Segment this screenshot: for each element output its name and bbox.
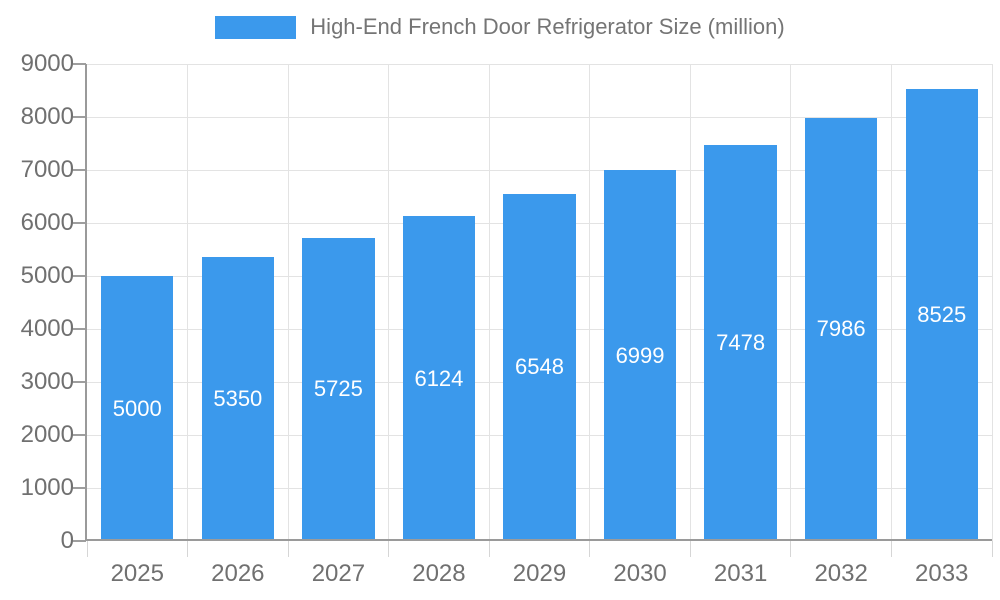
v-gridline: [790, 64, 792, 541]
v-gridline: [991, 64, 993, 541]
x-tick-mark: [790, 541, 792, 557]
plot-area: 5000 5350 5725 6124 6548 6999 7478 7986 8525: [87, 63, 993, 541]
x-tick-mark: [187, 541, 189, 557]
y-tick-label: 9000: [20, 50, 74, 77]
x-tick-mark: [287, 541, 289, 557]
bar[interactable]: 5725: [302, 237, 375, 541]
y-tick-label: 5000: [20, 262, 74, 289]
y-tick-label: 2000: [20, 421, 74, 448]
y-tick-mark: [73, 381, 86, 383]
x-tick-label: 2027: [311, 560, 366, 587]
y-axis-line: [85, 64, 87, 541]
bar[interactable]: 7986: [804, 117, 878, 541]
v-gridline: [488, 64, 490, 541]
x-axis-line: [85, 539, 992, 541]
bar-value-label: 6999: [615, 342, 665, 368]
x-tick-mark: [589, 541, 591, 557]
y-tick-mark: [73, 116, 86, 118]
bar-value-label: 5000: [112, 395, 162, 421]
h-gridline: [87, 116, 992, 118]
bar-value-label: 7986: [816, 316, 866, 342]
y-tick-mark: [73, 222, 86, 224]
v-gridline: [187, 64, 189, 541]
y-tick-label: 6000: [20, 209, 74, 236]
x-tick-label: 2028: [412, 560, 466, 587]
v-gridline: [689, 64, 691, 541]
h-gridline: [87, 63, 992, 65]
bar-value-label: 8525: [917, 302, 967, 328]
x-tick-mark: [991, 541, 993, 557]
bar-value-label: 6548: [515, 354, 564, 380]
x-tick-label: 2030: [613, 560, 667, 587]
y-tick-mark: [73, 434, 86, 436]
x-tick-label: 2033: [915, 560, 969, 587]
x-tick-label: 2025: [110, 560, 164, 587]
y-tick-label: 8000: [20, 103, 74, 130]
y-tick-mark: [73, 169, 86, 171]
y-tick-mark: [73, 275, 86, 277]
y-tick-mark: [73, 487, 86, 489]
y-tick-label: 1000: [20, 474, 74, 501]
bar-value-label: 7478: [716, 329, 766, 355]
bar-value-label: 6124: [414, 365, 464, 391]
bar[interactable]: 6124: [402, 216, 476, 541]
bar[interactable]: 6548: [503, 193, 576, 541]
y-tick-label: 7000: [20, 156, 74, 183]
v-gridline: [890, 64, 892, 541]
x-tick-mark: [890, 541, 892, 557]
bar-value-label: 5725: [313, 376, 363, 402]
x-tick-mark: [689, 541, 691, 557]
legend-swatch[interactable]: [215, 15, 297, 39]
h-gridline: [87, 169, 992, 171]
x-tick-mark: [86, 541, 88, 557]
y-tick-mark: [73, 540, 86, 542]
x-tick-label: 2026: [211, 560, 265, 587]
bar[interactable]: 6999: [603, 170, 677, 541]
bar[interactable]: 5350: [201, 257, 275, 541]
y-tick-label: 0: [60, 527, 74, 554]
legend-label: High-End French Door Refrigerator Size (…: [310, 14, 785, 39]
x-tick-mark: [488, 541, 490, 557]
v-gridline: [388, 64, 390, 541]
v-gridline: [287, 64, 289, 541]
x-tick-label: 2032: [814, 560, 868, 587]
x-tick-mark: [388, 541, 390, 557]
bar[interactable]: 7478: [704, 144, 777, 541]
bar[interactable]: 5000: [101, 276, 174, 541]
chart-legend[interactable]: High-End French Door Refrigerator Size (…: [0, 14, 1000, 40]
bar-value-label: 5350: [213, 386, 263, 412]
x-tick-label: 2031: [713, 560, 768, 587]
y-tick-mark: [73, 328, 86, 330]
bar[interactable]: 8525: [905, 89, 978, 541]
y-tick-mark: [73, 63, 86, 65]
x-tick-label: 2029: [512, 560, 567, 587]
v-gridline: [589, 64, 591, 541]
y-tick-label: 4000: [20, 315, 74, 342]
y-tick-label: 3000: [20, 368, 74, 395]
